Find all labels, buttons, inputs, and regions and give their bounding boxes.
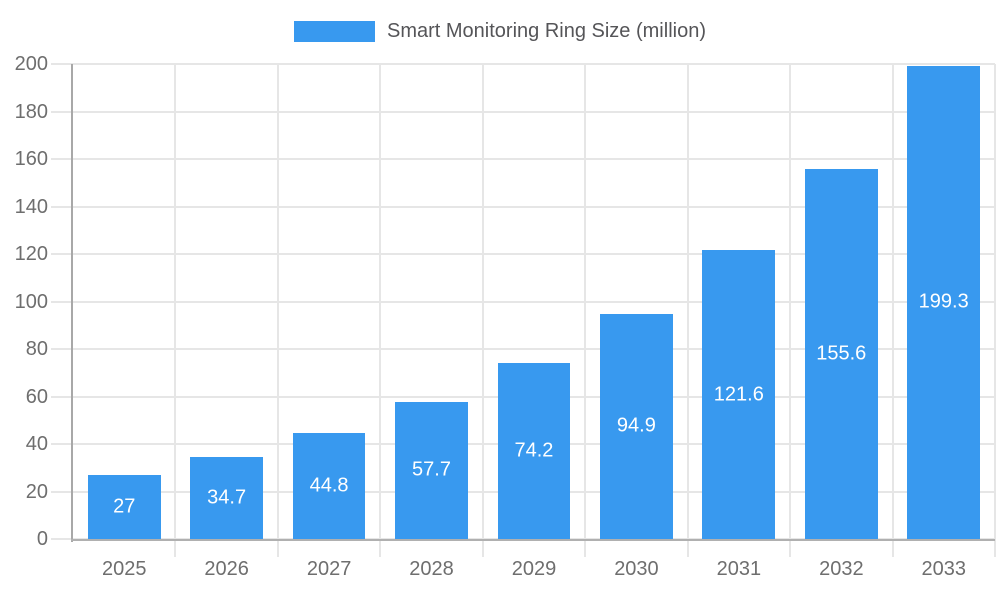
- category-cell: 199.3: [893, 64, 995, 539]
- x-gridline: [481, 64, 484, 557]
- legend-color-swatch: [294, 21, 375, 42]
- y-axis-tick-label: 0: [36, 528, 48, 550]
- bar-value-label: 121.6: [713, 383, 764, 406]
- x-axis-tick-label: 2030: [614, 558, 659, 580]
- y-gridline: [51, 348, 995, 350]
- y-axis-tick-label: 20: [25, 480, 48, 503]
- bar-2029: 74.2: [497, 362, 571, 539]
- bar-value-label: 155.6: [816, 342, 867, 365]
- category-cell: 155.6: [790, 64, 892, 539]
- y-gridline: [51, 110, 995, 113]
- y-axis-tick-label: 200: [14, 53, 48, 75]
- y-axis-tick-label: 140: [14, 195, 48, 218]
- y-axis-tick-label: 80: [25, 338, 48, 360]
- x-gridline: [994, 64, 996, 557]
- bar-2028: 57.7: [395, 401, 468, 539]
- x-gridline: [276, 64, 279, 557]
- bar-2025: 27: [87, 474, 161, 539]
- category-cell: 44.8: [278, 64, 380, 539]
- bar-2033: 199.3: [907, 65, 981, 539]
- category-cell: 74.2: [483, 64, 585, 539]
- y-axis-tick-label: 100: [14, 290, 48, 313]
- bar-value-label: 74.2: [514, 439, 554, 462]
- x-axis-tick-label: 2033: [921, 558, 967, 580]
- bar-value-label: 27: [113, 495, 136, 518]
- bar-2031: 121.6: [702, 250, 776, 539]
- y-gridline: [51, 253, 995, 255]
- plot-area: 27 34.7 44.8 57.7 74.2 94.9 121.6 155.6 199.3: [51, 63, 996, 557]
- y-gridline: [51, 63, 995, 65]
- category-cell: 27: [73, 64, 175, 539]
- x-gridline: [686, 64, 689, 557]
- x-axis-line: [71, 539, 995, 541]
- x-axis-tick-label: 2029: [511, 558, 557, 580]
- x-gridline: [584, 64, 587, 557]
- category-cell: 34.7: [175, 64, 277, 539]
- y-axis-line: [71, 64, 73, 542]
- bar-2030: 94.9: [600, 313, 673, 539]
- x-axis-tick-label: 2026: [204, 558, 249, 580]
- bar-value-label: 57.7: [412, 458, 451, 481]
- bar-2032: 155.6: [804, 169, 878, 539]
- x-gridline: [379, 64, 382, 557]
- x-axis-tick-label: 2025: [101, 558, 147, 580]
- y-axis-tick-label: 120: [14, 243, 48, 265]
- y-gridline: [51, 205, 995, 208]
- x-gridline: [174, 64, 177, 557]
- category-cell: 57.7: [380, 64, 482, 539]
- bar-value-label: 94.9: [616, 414, 656, 437]
- x-gridline: [891, 64, 894, 557]
- x-axis-tick-label: 2028: [409, 558, 454, 580]
- y-axis-tick-label: 60: [25, 385, 48, 408]
- y-axis-tick-label: 160: [14, 148, 48, 170]
- category-cell: 121.6: [688, 64, 790, 539]
- x-axis-tick-label: 2032: [819, 558, 864, 580]
- bar-value-label: 34.7: [207, 486, 247, 509]
- bar-2027: 44.8: [292, 432, 366, 539]
- bar-2026: 34.7: [190, 456, 263, 539]
- bar-value-label: 44.8: [309, 474, 349, 497]
- bar-value-label: 199.3: [918, 290, 969, 313]
- y-axis-tick-label: 40: [25, 433, 48, 455]
- category-cell: 94.9: [585, 64, 687, 539]
- y-gridline: [51, 300, 995, 303]
- x-axis-tick-label: 2027: [306, 558, 352, 580]
- x-axis-tick-label: 2031: [716, 558, 762, 580]
- chart-legend[interactable]: Smart Monitoring Ring Size (million): [0, 20, 1000, 43]
- y-gridline: [51, 158, 995, 160]
- legend-series-label: Smart Monitoring Ring Size (million): [387, 20, 706, 42]
- bars-row: 27 34.7 44.8 57.7 74.2 94.9 121.6 155.6 199.3: [73, 64, 995, 539]
- y-axis-tick-label: 180: [14, 100, 48, 123]
- x-gridline: [789, 64, 792, 557]
